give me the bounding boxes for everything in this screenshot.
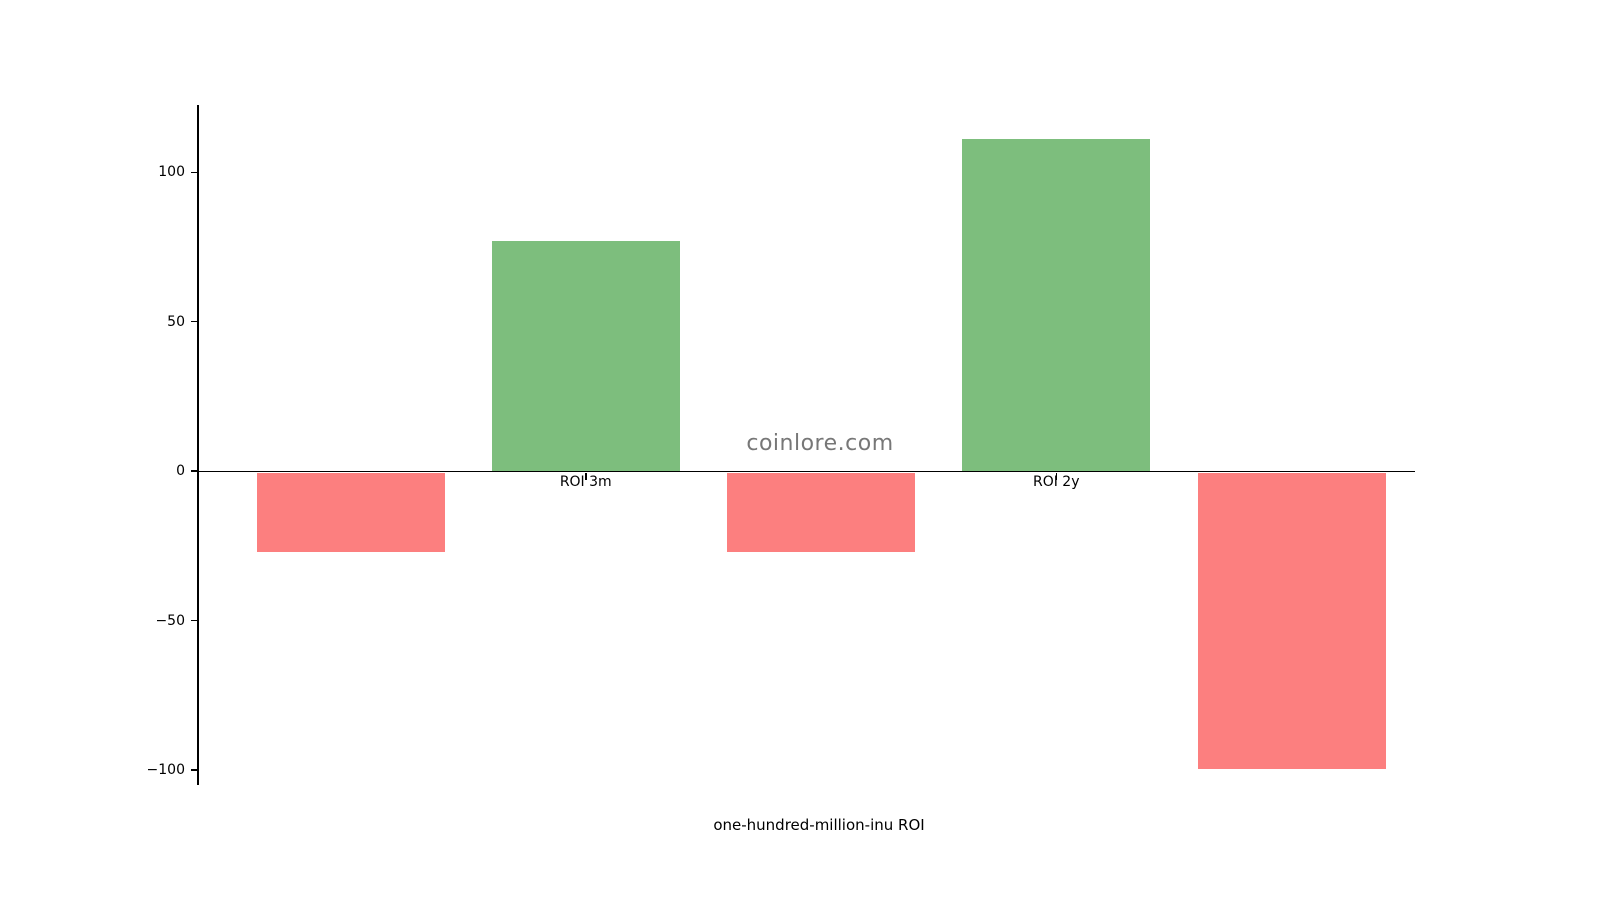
y-tick-label-50: 50 [167, 313, 185, 330]
bar-1 [491, 241, 680, 472]
y-tick-50 [191, 320, 198, 323]
bar-2 [727, 472, 915, 552]
y-axis-spine [197, 105, 199, 785]
x-tick-label-1: ROI 3m [559, 473, 612, 490]
bar-0 [256, 472, 445, 552]
y-tick-label-−100: −100 [146, 762, 185, 779]
bar-4 [1197, 472, 1386, 769]
x-tick-label-3: ROI 2y [1032, 473, 1080, 490]
x-axis-zero-line [198, 470, 1415, 472]
chart-title: one-hundred-million-inu ROI [713, 816, 925, 834]
y-tick-−50 [191, 619, 198, 622]
y-tick-label-100: 100 [158, 164, 185, 181]
y-tick-label-−50: −50 [155, 612, 185, 629]
y-tick-label-0: 0 [176, 463, 185, 480]
bar-3 [962, 139, 1151, 472]
x-tick-3 [1055, 472, 1057, 480]
watermark-text: coinlore.com [746, 431, 894, 456]
y-tick-−100 [191, 769, 198, 771]
x-tick-1 [585, 472, 587, 480]
y-tick-0 [191, 470, 198, 472]
y-tick-100 [191, 171, 198, 173]
